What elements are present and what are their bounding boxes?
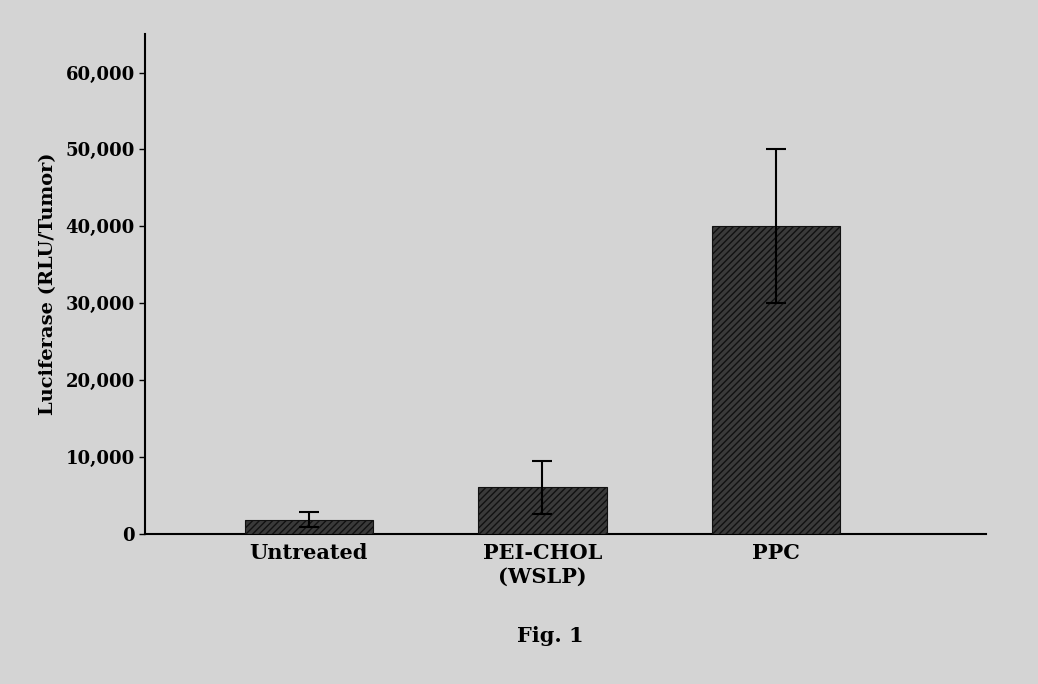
Text: Fig. 1: Fig. 1 bbox=[517, 626, 583, 646]
Bar bbox=[245, 520, 373, 534]
Y-axis label: Luciferase (RLU/Tumor): Luciferase (RLU/Tumor) bbox=[39, 153, 57, 415]
Bar bbox=[712, 226, 840, 534]
Bar bbox=[479, 488, 606, 534]
